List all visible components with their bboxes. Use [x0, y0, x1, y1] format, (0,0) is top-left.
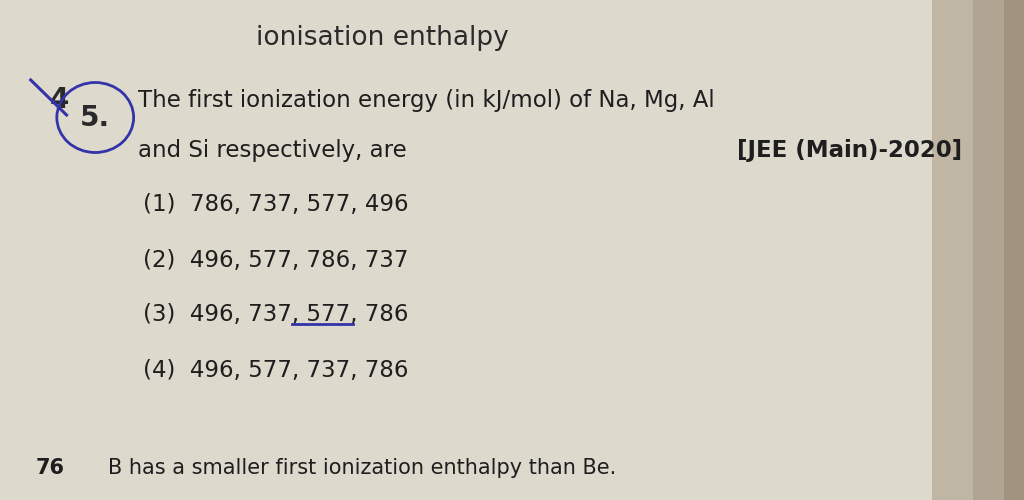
Text: (3)  496, 737, 577, 786: (3) 496, 737, 577, 786 [143, 304, 409, 326]
Text: (2)  496, 577, 786, 737: (2) 496, 577, 786, 737 [143, 248, 409, 272]
Text: 4: 4 [50, 86, 69, 114]
Bar [1004, 0, 1024, 500]
Text: (1)  786, 737, 577, 496: (1) 786, 737, 577, 496 [143, 194, 409, 216]
Text: (4)  496, 577, 737, 786: (4) 496, 577, 737, 786 [143, 358, 409, 382]
Text: B has a smaller first ionization enthalpy than Be.: B has a smaller first ionization enthalp… [108, 458, 615, 477]
Bar [973, 0, 1004, 500]
Text: 5.: 5. [80, 104, 111, 132]
Text: and Si respectively, are: and Si respectively, are [138, 138, 407, 162]
Text: The first ionization energy (in kJ/mol) of Na, Mg, Al: The first ionization energy (in kJ/mol) … [138, 88, 715, 112]
Text: ionisation enthalpy: ionisation enthalpy [256, 25, 509, 51]
Text: [JEE (Main)-2020]: [JEE (Main)-2020] [737, 138, 963, 162]
Text: 76: 76 [36, 458, 65, 477]
Bar [932, 0, 973, 500]
